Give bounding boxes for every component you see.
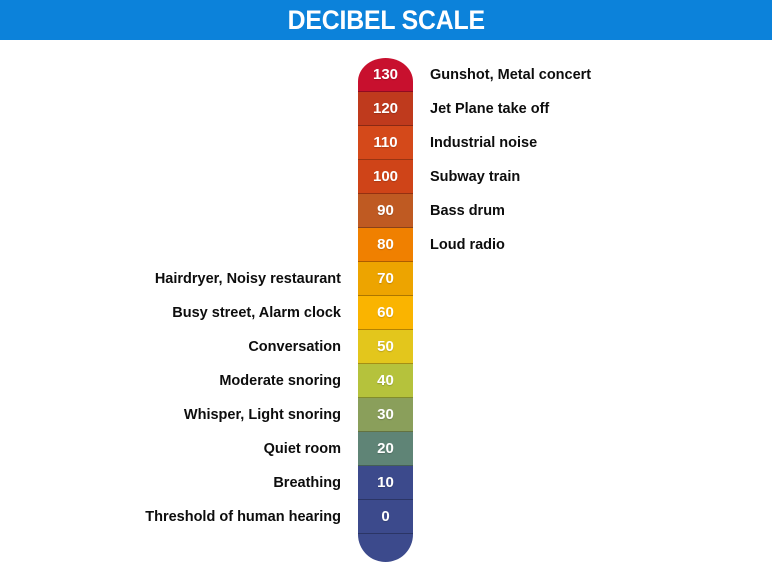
scale-block: 50	[358, 330, 413, 364]
thermometer-column: 130 Gunshot, Metal concert 120 Jet Plane ta…	[145, 58, 591, 562]
scale-value: 80	[377, 236, 394, 253]
scale-row: 100 Subway train	[358, 160, 520, 194]
scale-label: Quiet room	[263, 441, 341, 457]
scale-row: 10 Breathing	[273, 466, 413, 500]
scale-label: Industrial noise	[430, 135, 538, 151]
scale-value: 60	[377, 304, 394, 321]
scale-row: 70 Hairdryer, Noisy restaurant	[155, 262, 413, 296]
scale-value: 90	[377, 202, 394, 219]
scale-block: 80	[358, 228, 413, 262]
scale-block: 100	[358, 160, 413, 194]
scale-value: 40	[377, 372, 394, 389]
scale-block: 30	[358, 398, 413, 432]
scale-row: 0 Threshold of human hearing	[145, 500, 413, 534]
scale-label: Breathing	[273, 475, 341, 491]
scale-label: Conversation	[248, 339, 341, 355]
scale-label: Bass drum	[430, 203, 505, 219]
scale-value: 130	[372, 66, 399, 83]
scale-label: Busy street, Alarm clock	[172, 305, 341, 321]
scale-row: 40 Moderate snoring	[219, 364, 413, 398]
scale-row: 20 Quiet room	[264, 432, 413, 466]
scale-label: Subway train	[430, 169, 521, 185]
thermometer-bulb	[358, 534, 413, 562]
scale-label: Hairdryer, Noisy restaurant	[154, 271, 341, 287]
scale-row: 110 Industrial noise	[358, 126, 537, 160]
page-title: DECIBEL SCALE	[287, 4, 485, 35]
scale-label: Jet Plane take off	[430, 101, 550, 117]
scale-label: Gunshot, Metal concert	[430, 67, 592, 83]
scale-label: Whisper, Light snoring	[183, 407, 341, 423]
scale-block: 130	[358, 58, 413, 92]
scale-value: 30	[377, 406, 394, 423]
scale-block: 60	[358, 296, 413, 330]
scale-block: 10	[358, 466, 413, 500]
scale-value: 120	[372, 100, 399, 117]
scale-block: 40	[358, 364, 413, 398]
scale-label: Threshold of human hearing	[145, 509, 341, 525]
scale-block: 90	[358, 194, 413, 228]
scale-block: 120	[358, 92, 413, 126]
scale-row: 80 Loud radio	[358, 228, 505, 262]
scale-label: Moderate snoring	[219, 373, 341, 389]
header-banner: DECIBEL SCALE	[0, 0, 772, 40]
scale-value: 0	[381, 508, 390, 525]
scale-block: 70	[358, 262, 413, 296]
scale-row: 30 Whisper, Light snoring	[184, 398, 413, 432]
scale-block: 0	[358, 500, 413, 534]
scale-value: 100	[372, 168, 399, 185]
scale-row: 50 Conversation	[248, 330, 413, 364]
scale-block: 20	[358, 432, 413, 466]
scale-value: 70	[377, 270, 394, 287]
scale-row: 90 Bass drum	[358, 194, 505, 228]
decibel-scale-chart: 130 Gunshot, Metal concert 120 Jet Plane ta…	[0, 40, 772, 562]
scale-row: 130 Gunshot, Metal concert	[358, 58, 591, 92]
scale-block: 110	[358, 126, 413, 160]
scale-value: 110	[373, 134, 398, 151]
scale-value: 50	[377, 338, 394, 355]
scale-row: 60 Busy street, Alarm clock	[172, 296, 413, 330]
scale-value: 20	[377, 440, 394, 457]
scale-row: 120 Jet Plane take off	[358, 92, 549, 126]
scale-value: 10	[377, 474, 394, 491]
scale-label: Loud radio	[430, 237, 505, 253]
